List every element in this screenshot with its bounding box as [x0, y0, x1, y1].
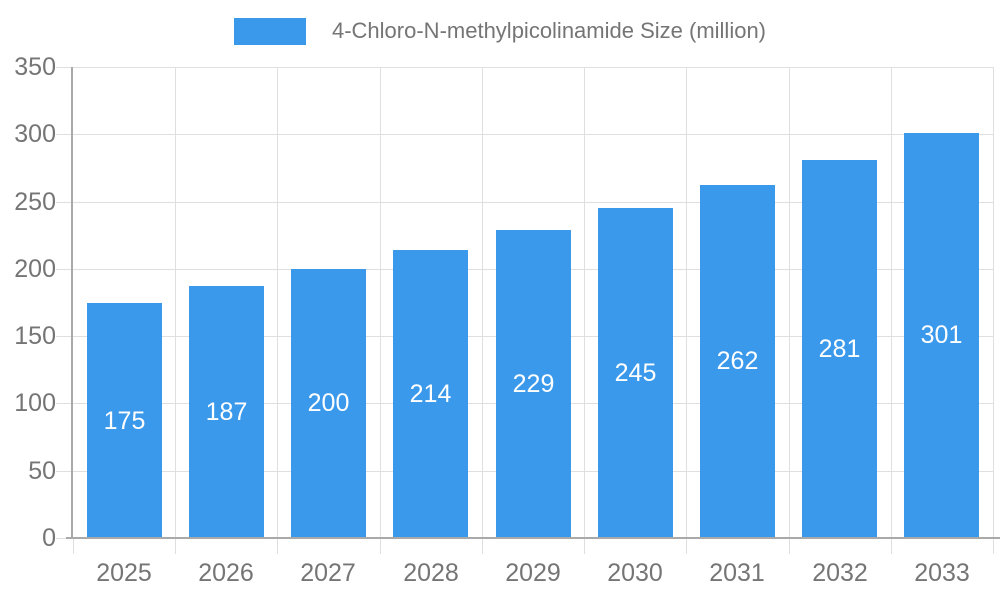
bar-value-label: 229	[512, 369, 555, 398]
gridline-horizontal	[73, 67, 993, 68]
x-tick-mark	[277, 539, 278, 554]
y-tick-mark	[56, 134, 73, 135]
x-tick-label-2031: 2031	[709, 559, 765, 587]
bar-value-label: 301	[920, 321, 963, 349]
gridline-vertical	[380, 67, 381, 538]
x-tick-mark	[993, 539, 994, 554]
bar-2031[interactable]: 262	[700, 185, 775, 538]
x-tick-label-2027: 2027	[300, 559, 356, 587]
x-tick-mark	[789, 539, 790, 554]
x-tick-label-2026: 2026	[198, 559, 254, 587]
bar-value-label: 262	[716, 347, 759, 375]
y-tick-mark	[56, 269, 73, 270]
y-tick-mark	[56, 403, 73, 404]
x-tick-label-2028: 2028	[403, 559, 459, 587]
bar-2032[interactable]: 281	[802, 160, 877, 538]
y-tick-label: 50	[28, 457, 56, 485]
bar-2033[interactable]: 301	[904, 133, 979, 538]
x-axis-line	[66, 537, 1000, 539]
x-tick-mark	[584, 539, 585, 554]
gridline-horizontal	[73, 134, 993, 135]
gridline-vertical	[891, 67, 892, 538]
y-tick-label: 300	[14, 120, 56, 148]
y-tick-label: 200	[14, 255, 56, 283]
bar-value-label: 175	[103, 406, 146, 435]
y-tick-mark	[56, 67, 73, 68]
bar-value-label: 281	[818, 334, 861, 363]
gridline-vertical	[686, 67, 687, 538]
x-tick-label-2032: 2032	[812, 559, 868, 587]
y-tick-mark	[56, 336, 73, 337]
gridline-vertical	[584, 67, 585, 538]
gridline-vertical	[789, 67, 790, 538]
x-tick-mark	[482, 539, 483, 554]
bar-2029[interactable]: 229	[496, 230, 571, 538]
gridline-horizontal	[73, 202, 993, 203]
gridline-vertical	[175, 67, 176, 538]
legend-swatch-icon	[233, 17, 306, 45]
x-tick-mark	[891, 539, 892, 554]
bar-value-label: 187	[205, 397, 248, 426]
y-tick-mark	[56, 202, 73, 203]
gridline-vertical	[277, 67, 278, 538]
bar-value-label: 214	[409, 379, 452, 408]
y-tick-label: 250	[14, 188, 56, 216]
x-tick-mark	[73, 539, 74, 554]
legend: 4-Chloro-N-methylpicolinamide Size (mill…	[0, 17, 1000, 45]
y-tick-mark	[56, 471, 73, 472]
x-tick-label-2025: 2025	[96, 559, 152, 587]
bar-2030[interactable]: 245	[598, 208, 673, 538]
gridline-vertical	[993, 67, 994, 538]
x-tick-mark	[380, 539, 381, 554]
bar-2026[interactable]: 187	[189, 286, 264, 538]
gridline-vertical	[482, 67, 483, 538]
y-tick-mark	[56, 538, 73, 539]
x-tick-label-2033: 2033	[914, 559, 970, 587]
y-tick-label: 350	[14, 53, 56, 81]
chart-title: 4-Chloro-N-methylpicolinamide Size (mill…	[331, 18, 767, 43]
x-tick-label-2030: 2030	[607, 559, 663, 587]
y-axis-line	[71, 67, 73, 538]
bar-value-label: 245	[614, 358, 657, 387]
bar-2025[interactable]: 175	[87, 303, 162, 539]
x-tick-mark	[175, 539, 176, 554]
x-tick-mark	[686, 539, 687, 554]
bar-value-label: 200	[307, 389, 350, 417]
x-tick-label-2029: 2029	[505, 559, 561, 587]
y-tick-label: 150	[14, 322, 56, 350]
bar-2027[interactable]: 200	[291, 269, 366, 538]
y-tick-label: 0	[42, 524, 56, 552]
y-tick-label: 100	[14, 389, 56, 417]
legend-item[interactable]: 4-Chloro-N-methylpicolinamide Size (mill…	[233, 17, 767, 45]
bar-2028[interactable]: 214	[393, 250, 468, 538]
